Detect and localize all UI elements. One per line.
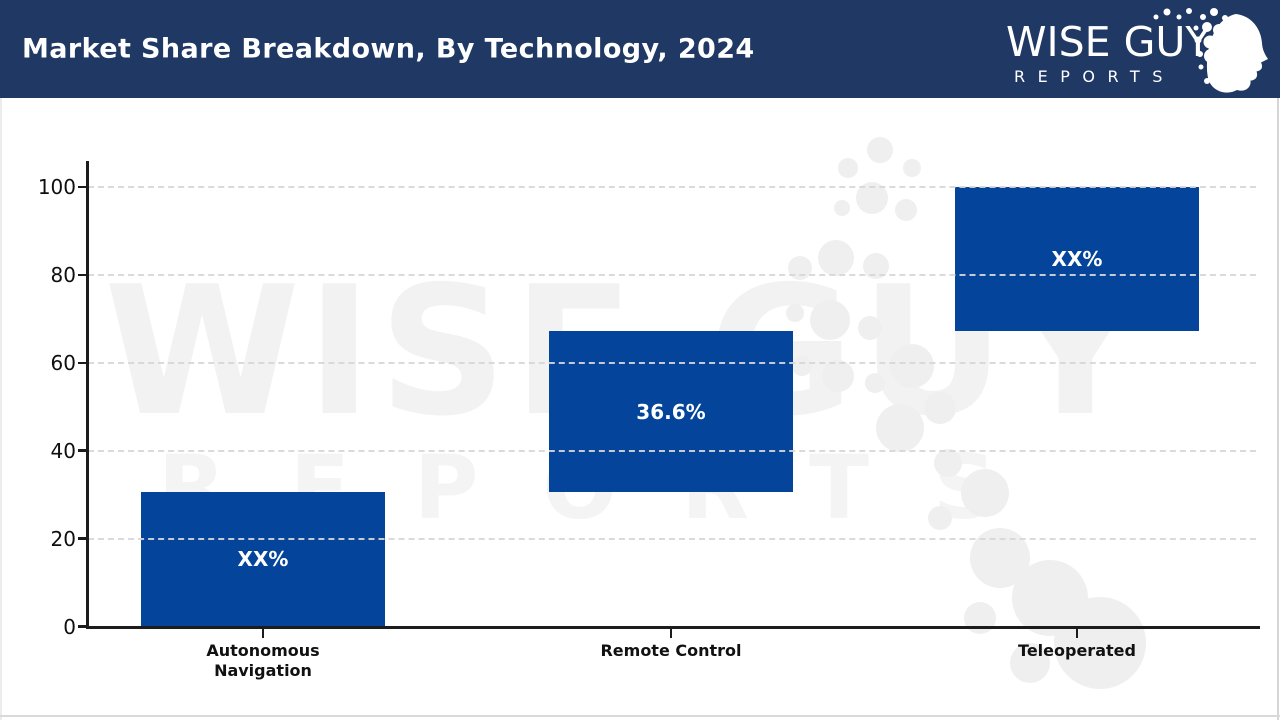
wise-guy-logo: WISE GUY REPORTS xyxy=(1006,8,1268,93)
y-tick-mark xyxy=(78,185,88,189)
frame-border-bottom xyxy=(0,715,1280,717)
y-tick-label: 60 xyxy=(50,350,76,375)
x-tick-mark xyxy=(1075,628,1079,638)
gridline xyxy=(88,273,1256,276)
bar-value-label: XX% xyxy=(1051,247,1103,272)
bar xyxy=(955,187,1199,332)
bar-value-label: 36.6% xyxy=(636,399,706,424)
y-tick-mark xyxy=(78,273,88,277)
gridline xyxy=(88,361,1256,364)
x-axis-line xyxy=(86,626,1260,629)
y-axis-line xyxy=(86,161,89,628)
x-tick-mark xyxy=(261,628,265,638)
gridline xyxy=(88,449,1256,452)
y-tick-label: 0 xyxy=(63,614,76,639)
frame-border-left xyxy=(0,98,2,720)
y-tick-mark xyxy=(78,361,88,365)
page-title: Market Share Breakdown, By Technology, 2… xyxy=(22,33,755,65)
logo-subtitle: REPORTS xyxy=(1014,67,1175,86)
y-tick-label: 40 xyxy=(50,438,76,463)
bar xyxy=(549,331,793,492)
header: Market Share Breakdown, By Technology, 2… xyxy=(0,0,1280,98)
x-tick-label: Autonomous Navigation xyxy=(206,640,320,681)
logo-wordmark: WISE GUY xyxy=(1006,18,1211,66)
x-tick-label: Remote Control xyxy=(600,640,742,660)
y-tick-label: 100 xyxy=(37,175,76,199)
frame-border-right xyxy=(1277,98,1279,720)
logo-face-icon xyxy=(1153,8,1268,93)
x-tick-mark xyxy=(669,628,673,638)
gridline xyxy=(88,186,1256,188)
y-tick-mark xyxy=(78,537,88,540)
logo-text: WISE GUY REPORTS xyxy=(1006,18,1211,86)
x-tick-label: Teleoperated xyxy=(1018,640,1136,660)
y-tick-label: 80 xyxy=(50,262,76,287)
y-tick-mark xyxy=(78,625,88,628)
y-tick-mark xyxy=(78,449,88,452)
plot-area: WISE GUY REPORTS 020406080100XX%Autonomo… xyxy=(0,98,1280,720)
y-tick-label: 20 xyxy=(50,526,76,551)
gridline xyxy=(88,537,1256,540)
bar-value-label: XX% xyxy=(237,547,289,572)
bar xyxy=(141,492,385,627)
